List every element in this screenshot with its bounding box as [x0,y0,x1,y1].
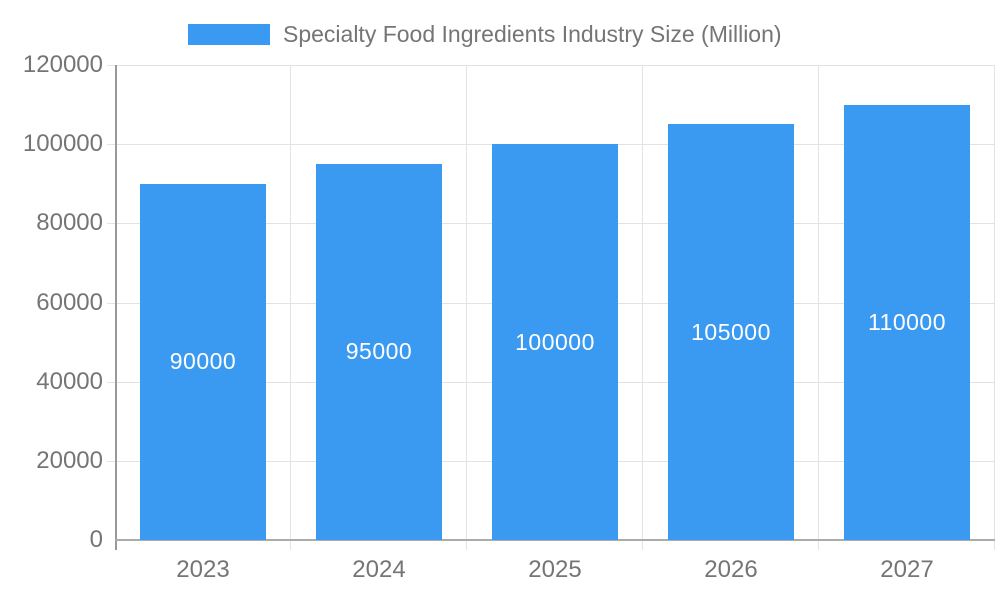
x-tick-label-2026: 2026 [704,556,758,583]
y-tick-label: 0 [89,526,103,553]
bar-2027[interactable]: 110000 [844,104,970,540]
bar-2024[interactable]: 95000 [316,163,442,540]
x-tick-label-2023: 2023 [176,556,230,583]
bar-2025[interactable]: 100000 [492,144,618,540]
y-tick-label: 120000 [22,51,103,78]
y-tick-label: 80000 [36,209,103,237]
x-gridline [466,65,467,550]
x-gridline [642,65,643,550]
y-tick-label: 40000 [36,367,103,395]
x-tick-label-2025: 2025 [528,556,582,583]
bar-value-label: 105000 [691,318,771,345]
bar-value-label: 90000 [169,348,237,375]
x-gridline [818,65,819,550]
bar-2026[interactable]: 105000 [668,124,794,540]
bar-value-label: 110000 [867,308,947,335]
legend-label: Specialty Food Ingredients Industry Size… [283,21,782,47]
y-axis-line [115,65,117,550]
x-tick-label-2024: 2024 [352,556,406,583]
x-axis-line [115,539,995,541]
bar-value-label: 95000 [345,338,413,365]
bar-2023[interactable]: 90000 [140,183,266,540]
y-tick-label: 60000 [36,288,103,316]
y-tick-label: 20000 [36,446,103,474]
bar-value-label: 100000 [515,328,595,355]
x-tick-label-2027: 2027 [880,556,934,583]
y-tick-label: 100000 [22,130,103,158]
x-gridline [994,65,995,550]
legend[interactable]: Specialty Food Ingredients Industry Size… [188,21,782,48]
legend-swatch-icon [188,24,270,45]
plot-area: 90000 95000 100000 105000 110000 [107,65,995,550]
x-gridline [290,65,291,550]
y-gridline [107,65,995,66]
